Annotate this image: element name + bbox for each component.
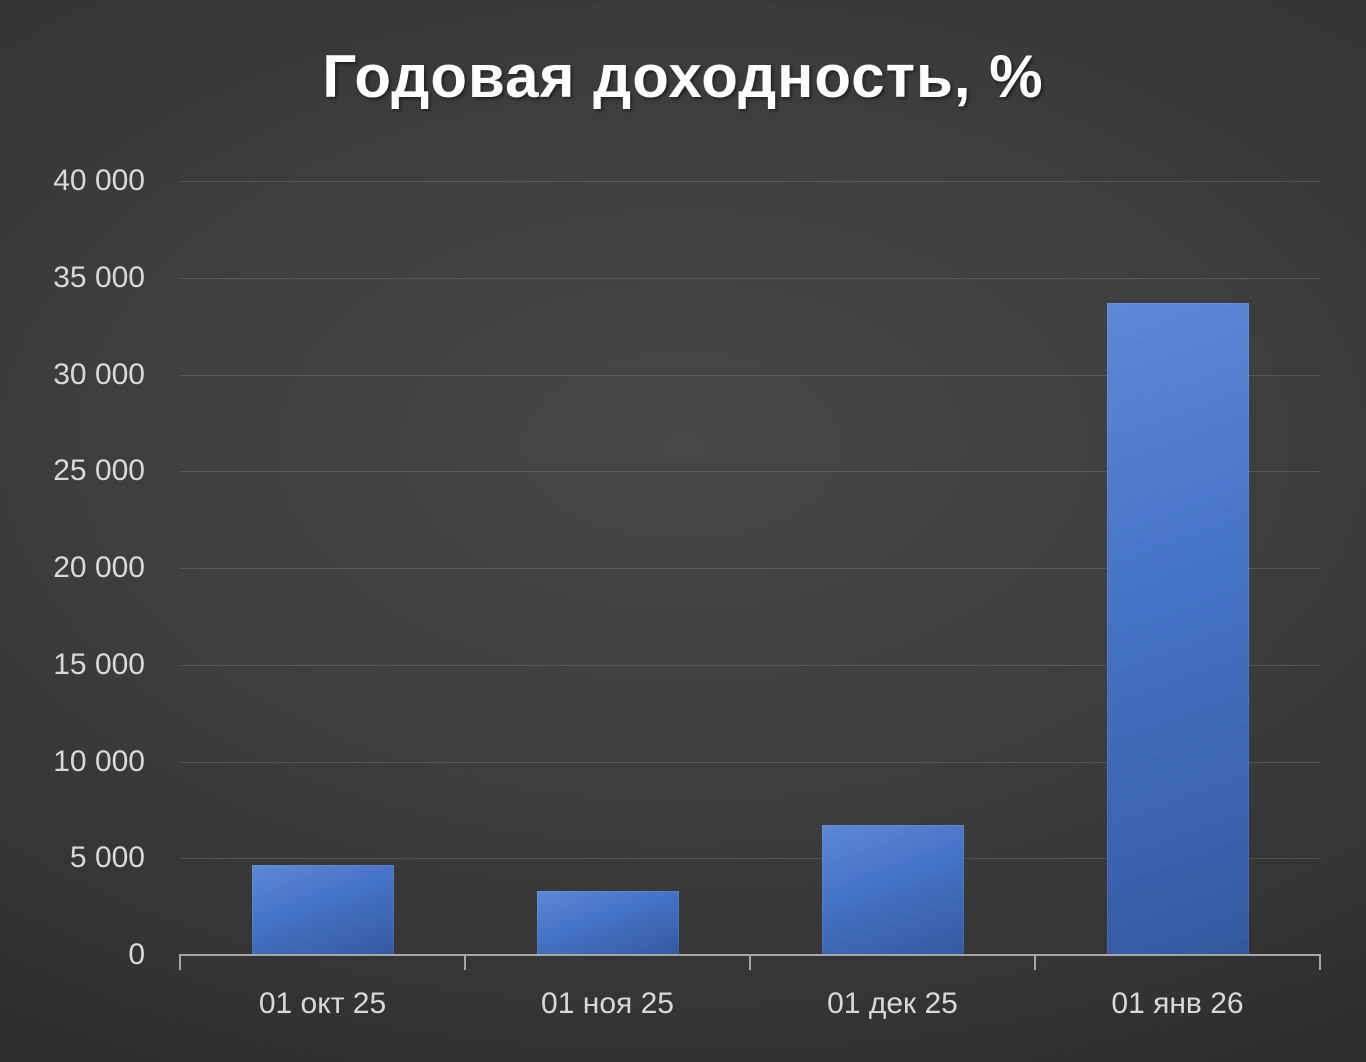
x-axis-tick	[464, 954, 466, 970]
gridline	[180, 664, 1320, 666]
x-axis-tick	[749, 954, 751, 970]
gridline	[180, 568, 1320, 569]
y-axis-tick-label: 15 000	[53, 647, 145, 681]
x-axis-tick	[179, 954, 181, 970]
gridline	[180, 277, 1320, 279]
y-axis-tick-label: 5 000	[69, 841, 145, 875]
y-axis-tick-label: 20 000	[53, 551, 145, 584]
x-axis-tick-label: 01 дек 25	[827, 987, 958, 1020]
y-axis-tick-label: 30 000	[53, 357, 145, 391]
bar	[1106, 302, 1249, 955]
y-axis-tick-label: 35 000	[53, 260, 145, 294]
gridline	[180, 181, 1320, 182]
chart-title: Годовая доходность, %	[322, 43, 1044, 110]
gridline	[180, 374, 1320, 376]
bar	[821, 825, 964, 955]
x-axis-tick	[1319, 954, 1321, 970]
x-axis-tick-label: 01 янв 26	[1111, 987, 1244, 1020]
gridline	[180, 858, 1320, 860]
y-axis-tick-label: 25 000	[53, 454, 145, 488]
y-axis-tick-label: 10 000	[53, 744, 145, 778]
x-axis-tick-label: 01 ноя 25	[541, 987, 674, 1020]
y-axis-tick-label: 0	[128, 938, 145, 971]
bar	[536, 891, 679, 955]
bar	[251, 865, 394, 955]
x-axis-tick-label: 01 окт 25	[258, 987, 387, 1020]
gridline	[180, 471, 1320, 473]
x-axis-tick	[1034, 954, 1036, 970]
gridline	[180, 761, 1320, 763]
y-axis-tick-label: 40 000	[53, 164, 145, 197]
